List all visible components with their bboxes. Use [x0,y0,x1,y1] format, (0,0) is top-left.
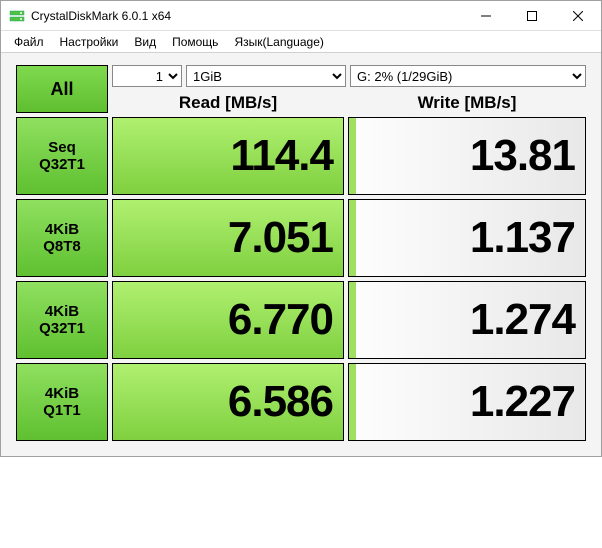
write-value-1: 1.137 [348,199,586,277]
test-button-4kib-q32t1[interactable]: 4KiB Q32T1 [16,281,108,359]
read-value-1: 7.051 [112,199,344,277]
menu-settings[interactable]: Настройки [53,33,126,51]
read-value-3: 6.586 [112,363,344,441]
minimize-button[interactable] [463,1,509,30]
drive-select[interactable]: G: 2% (1/29GiB) [350,65,586,87]
menu-file[interactable]: Файл [7,33,51,51]
test-button-4kib-q1t1[interactable]: 4KiB Q1T1 [16,363,108,441]
menu-help[interactable]: Помощь [165,33,225,51]
test-label-line1: 4KiB [45,385,79,402]
test-label-line1: Seq [48,139,76,156]
test-label-line1: 4KiB [45,303,79,320]
test-count-select[interactable]: 1 [112,65,182,87]
test-label-line2: Q8T8 [43,238,81,255]
write-value-0: 13.81 [348,117,586,195]
test-button-4kib-q8t8[interactable]: 4KiB Q8T8 [16,199,108,277]
test-label-line2: Q1T1 [43,402,81,419]
maximize-button[interactable] [509,1,555,30]
test-size-select[interactable]: 1GiB [186,65,346,87]
test-label-line1: 4KiB [45,221,79,238]
test-label-line2: Q32T1 [39,156,85,173]
window-title: CrystalDiskMark 6.0.1 x64 [31,9,463,23]
write-value-2: 1.274 [348,281,586,359]
write-value-3: 1.227 [348,363,586,441]
test-button-seq-q32t1[interactable]: Seq Q32T1 [16,117,108,195]
close-button[interactable] [555,1,601,30]
menu-language[interactable]: Язык(Language) [227,33,330,51]
titlebar: CrystalDiskMark 6.0.1 x64 [1,1,601,31]
test-label-line2: Q32T1 [39,320,85,337]
window-controls [463,1,601,30]
client-area: All 1 1GiB G: 2% (1/29GiB) Read [MB/s] W… [1,53,601,456]
read-header: Read [MB/s] [112,93,344,113]
menu-view[interactable]: Вид [127,33,163,51]
app-window: CrystalDiskMark 6.0.1 x64 Файл Настройки… [0,0,602,457]
menubar: Файл Настройки Вид Помощь Язык(Language) [1,31,601,53]
read-value-2: 6.770 [112,281,344,359]
read-value-0: 114.4 [112,117,344,195]
write-header: Write [MB/s] [348,93,586,113]
app-icon [9,8,25,24]
all-button[interactable]: All [16,65,108,113]
